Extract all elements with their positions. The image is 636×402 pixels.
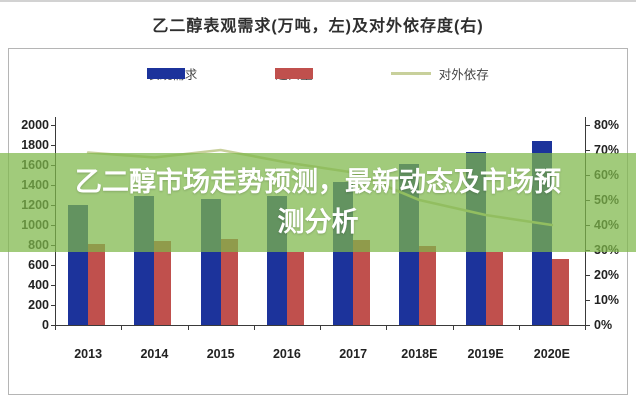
x-axis-tick <box>253 325 255 330</box>
legend-item-0: 表观需求 <box>147 64 197 83</box>
x-axis-label: 2020E <box>533 347 570 361</box>
x-axis-tick <box>585 325 586 330</box>
x-axis-tick <box>386 325 388 330</box>
x-axis-label: 2015 <box>206 347 235 361</box>
chart-legend: 表观需求 进口量 对外依存 <box>0 64 636 83</box>
y-axis-left-label: 400 <box>28 278 49 292</box>
headline-overlay-band: 乙二醇市场走势预测，最新动态及市场预测分析 <box>0 153 636 252</box>
y-axis-left-tick <box>51 265 55 266</box>
legend-bar-swatch <box>147 68 186 79</box>
x-axis-tick <box>452 325 454 330</box>
bar-进口量-2016 <box>286 252 304 325</box>
y-axis-left-tick <box>51 325 55 326</box>
y-axis-left-tick <box>51 125 55 126</box>
y-axis-right-tick <box>586 150 590 151</box>
y-axis-left-label: 600 <box>28 258 49 272</box>
y-axis-right-label: 20% <box>594 268 620 282</box>
x-axis-tick <box>518 325 520 330</box>
bar-进口量-2020E <box>551 259 569 325</box>
legend-bar-swatch <box>275 68 314 79</box>
y-axis-left-label: 200 <box>28 298 49 312</box>
bar-进口量-2014 <box>154 241 172 325</box>
x-axis-label: 2017 <box>339 347 368 361</box>
y-axis-right-tick <box>586 275 590 276</box>
y-axis-right-label: 80% <box>594 118 620 132</box>
x-axis-tick <box>187 325 189 330</box>
y-axis-left-tick <box>51 305 55 306</box>
x-axis-label: 2013 <box>74 347 103 361</box>
y-axis-left-tick <box>51 145 55 146</box>
bar-进口量-2017 <box>353 240 371 325</box>
x-axis-label: 2014 <box>140 347 169 361</box>
chart-title: 乙二醇表观需求(万吨，左)及对外依存度(右) <box>152 18 484 35</box>
legend-label: 对外依存 <box>438 68 489 82</box>
legend-line-swatch <box>390 72 431 75</box>
y-axis-right-label: 0% <box>594 318 613 332</box>
legend-item-2: 对外依存 <box>390 64 489 83</box>
x-axis-tick <box>320 325 321 330</box>
y-axis-right-tick <box>586 325 590 326</box>
x-axis-label: 2019E <box>467 347 504 361</box>
bar-进口量-2013 <box>88 244 106 325</box>
y-axis-right-tick <box>586 125 590 126</box>
x-axis-label: 2018E <box>401 347 438 361</box>
headline-text: 乙二醇市场走势预测，最新动态及市场预测分析 <box>75 167 561 237</box>
y-axis-left-label: 2000 <box>21 118 49 132</box>
y-axis-right-label: 10% <box>594 293 620 307</box>
legend-item-1: 进口量 <box>275 64 314 83</box>
bar-进口量-2015 <box>220 239 238 325</box>
x-axis-label: 2016 <box>272 347 301 361</box>
bar-进口量-2019E <box>485 252 503 325</box>
x-axis-tick <box>121 325 123 330</box>
y-axis-left-label: 1800 <box>21 138 49 152</box>
x-axis-tick <box>55 325 56 330</box>
y-axis-left-label: 0 <box>42 318 49 332</box>
y-axis-right-tick <box>586 300 590 301</box>
bar-进口量-2018E <box>419 246 437 325</box>
y-axis-left-tick <box>51 285 55 286</box>
